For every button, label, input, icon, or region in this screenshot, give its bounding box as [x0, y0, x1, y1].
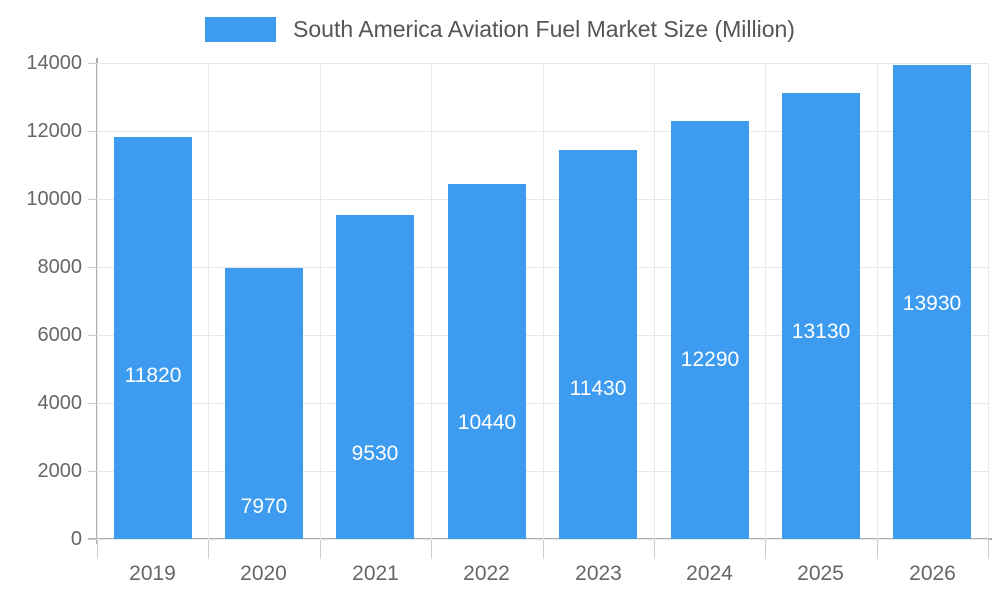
- x-tick-label-2023: 2023: [575, 562, 622, 585]
- y-tick-mark: [88, 335, 97, 336]
- x-tick-mark: [320, 540, 321, 559]
- gridline-vertical: [320, 63, 321, 539]
- x-tick-mark: [877, 540, 878, 559]
- x-tick-mark: [543, 540, 544, 559]
- y-tick-mark: [88, 539, 97, 540]
- bar-2019[interactable]: [114, 137, 192, 539]
- gridline-vertical: [654, 63, 655, 539]
- bar-2022[interactable]: [448, 184, 526, 539]
- gridline-horizontal: [97, 539, 988, 540]
- y-tick-mark: [88, 471, 97, 472]
- legend-item-south-america-aviation-fuel[interactable]: South America Aviation Fuel Market Size …: [205, 15, 795, 42]
- y-tick-label-10000: 10000: [26, 188, 82, 210]
- gridline-horizontal: [97, 199, 988, 200]
- y-tick-mark: [88, 131, 97, 132]
- x-tick-mark: [208, 540, 209, 559]
- x-tick-mark: [654, 540, 655, 559]
- x-tick-label-2026: 2026: [909, 562, 956, 585]
- plot-area: 11820 7970 9530 10440 11430 12290 13130 13930: [97, 63, 989, 540]
- x-tick-mark: [97, 540, 98, 559]
- gridline-vertical: [877, 63, 878, 539]
- y-tick-label-8000: 8000: [37, 256, 83, 278]
- bar-2024[interactable]: [671, 121, 749, 539]
- gridline-horizontal: [97, 63, 988, 64]
- y-tick-label-6000: 6000: [37, 324, 83, 346]
- legend-label: South America Aviation Fuel Market Size …: [293, 15, 795, 42]
- gridline-horizontal: [97, 403, 988, 404]
- gridline-vertical: [208, 63, 209, 539]
- y-tick-label-12000: 12000: [26, 120, 82, 142]
- gridline-vertical: [988, 63, 989, 539]
- gridline-vertical: [765, 63, 766, 539]
- x-tick-mark: [765, 540, 766, 559]
- x-tick-label-2021: 2021: [352, 562, 399, 585]
- y-tick-label-14000: 14000: [26, 52, 82, 74]
- x-tick-mark: [988, 540, 989, 559]
- x-tick-label-2022: 2022: [463, 562, 510, 585]
- gridline-vertical: [543, 63, 544, 539]
- x-tick-label-2025: 2025: [797, 562, 844, 585]
- gridline-vertical: [97, 63, 98, 539]
- gridline-horizontal: [97, 471, 988, 472]
- x-tick-mark: [431, 540, 432, 559]
- bar-2021[interactable]: [336, 215, 414, 539]
- legend-swatch-icon: [205, 16, 277, 42]
- x-tick-label-2024: 2024: [686, 562, 733, 585]
- chart-legend: South America Aviation Fuel Market Size …: [0, 0, 1000, 58]
- y-tick-mark: [88, 403, 97, 404]
- gridline-horizontal: [97, 267, 988, 268]
- gridline-horizontal: [97, 131, 988, 132]
- y-tick-label-2000: 2000: [37, 460, 83, 482]
- x-tick-label-2020: 2020: [240, 562, 287, 585]
- bar-2020[interactable]: [225, 268, 303, 539]
- y-tick-label-0: 0: [70, 528, 82, 550]
- y-tick-mark: [88, 63, 97, 64]
- y-tick-mark: [88, 199, 97, 200]
- gridline-horizontal: [97, 335, 988, 336]
- bar-2026[interactable]: [893, 65, 971, 539]
- x-tick-label-2019: 2019: [129, 562, 176, 585]
- bar-2023[interactable]: [559, 150, 637, 539]
- y-tick-label-4000: 4000: [37, 392, 83, 414]
- y-tick-mark: [88, 267, 97, 268]
- gridline-vertical: [431, 63, 432, 539]
- bar-2025[interactable]: [782, 93, 860, 539]
